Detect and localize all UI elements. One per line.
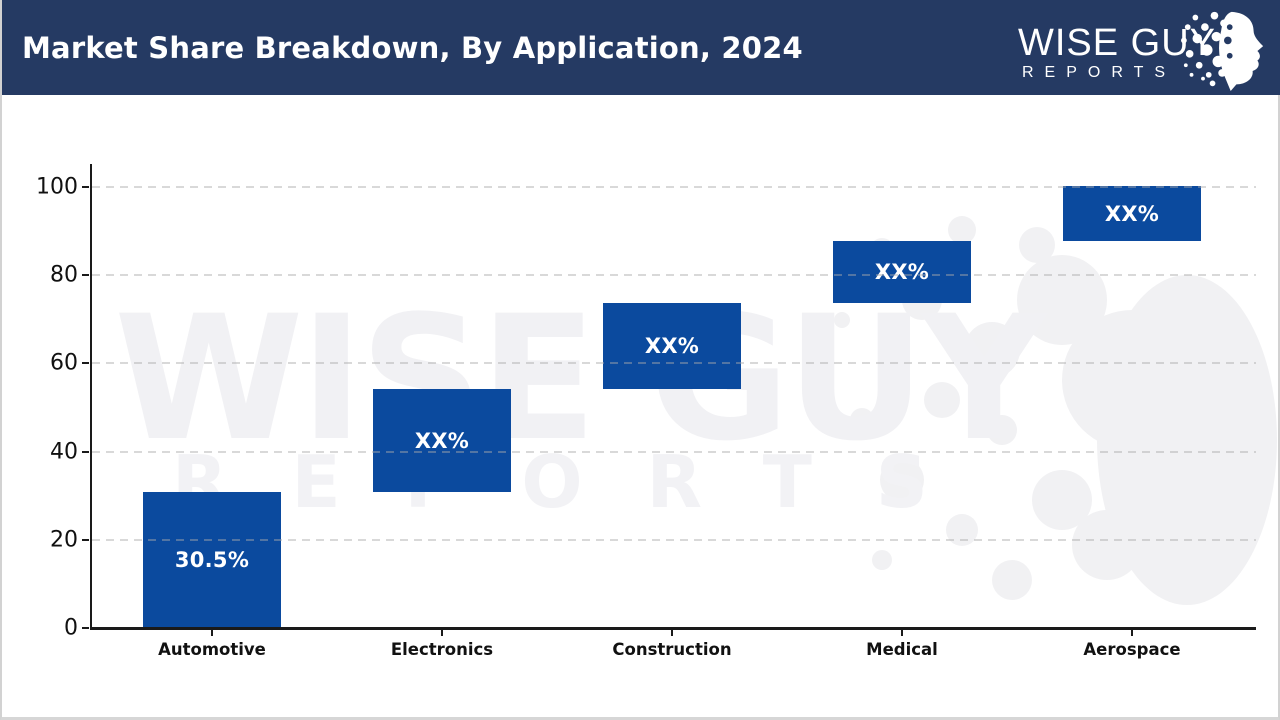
y-axis-tick-label: 80 — [50, 262, 78, 288]
gridline — [92, 450, 1256, 453]
y-axis-tick-label: 40 — [50, 439, 78, 465]
page-title: Market Share Breakdown, By Application, … — [22, 30, 803, 65]
x-axis-category-label: Aerospace — [1083, 640, 1181, 659]
bar-value-label: XX% — [874, 259, 930, 284]
x-axis-category-label: Medical — [866, 640, 938, 659]
gridline — [92, 362, 1256, 365]
gridline — [92, 274, 1256, 277]
bar-medical: XX% — [833, 241, 971, 303]
watermark-text-line1: WISE GUY — [114, 278, 1046, 479]
x-axis-category-label: Automotive — [158, 640, 266, 659]
y-axis-tick-mark — [82, 186, 89, 188]
x-axis-tick-mark — [1131, 629, 1133, 636]
logo-text-line2: REPORTS — [1022, 64, 1177, 81]
bar-value-label: 30.5% — [174, 547, 250, 572]
watermark-text-line2: REPORTS — [172, 440, 992, 524]
y-axis-tick-mark — [82, 450, 89, 453]
gridline — [92, 538, 1256, 541]
y-axis-tick-mark — [82, 538, 89, 541]
x-axis-tick-mark — [671, 629, 673, 636]
header-band: Market Share Breakdown, By Application, … — [2, 0, 1280, 95]
bar-construction: XX% — [603, 302, 741, 389]
bar-aerospace: XX% — [1063, 186, 1201, 242]
x-axis-category-label: Construction — [612, 640, 732, 659]
bar-value-label: XX% — [414, 428, 470, 453]
y-axis-tick-mark — [82, 362, 89, 365]
bar-electronics: XX% — [373, 388, 511, 493]
x-axis-tick-mark — [211, 629, 213, 636]
bar-value-label: XX% — [644, 333, 700, 358]
y-axis-tick-label: 20 — [50, 527, 78, 553]
bar-value-label: XX% — [1104, 201, 1160, 226]
x-axis-tick-mark — [441, 629, 443, 636]
bar-automotive: 30.5% — [143, 492, 281, 627]
x-axis-line — [90, 627, 1256, 630]
y-axis-tick-mark — [82, 627, 89, 629]
y-axis-tick-label: 100 — [36, 174, 78, 200]
x-axis-category-label: Electronics — [390, 640, 494, 659]
y-axis-tick-label: 60 — [50, 350, 78, 376]
gridline — [92, 186, 1256, 188]
waterfall-chart: 0 20 40 60 80 100 30.5% Automotive XX% Electronic… — [2, 95, 1280, 720]
y-axis-tick-label: 0 — [64, 615, 78, 641]
wiseguy-face-icon — [1181, 11, 1264, 92]
logo-text-line1: WISE GUY — [1018, 22, 1217, 64]
y-axis-tick-mark — [82, 274, 89, 277]
y-axis-line — [90, 164, 92, 629]
wiseguy-logo: WISE GUY REPORTS — [1018, 6, 1268, 92]
x-axis-tick-mark — [901, 629, 903, 636]
